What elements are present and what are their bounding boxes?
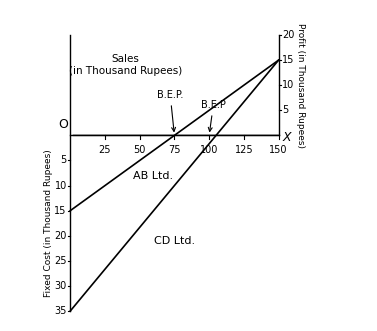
Text: Fixed Cost (in Thousand Rupees): Fixed Cost (in Thousand Rupees) <box>43 149 52 297</box>
Text: 15: 15 <box>54 206 67 216</box>
Text: AB Ltd.: AB Ltd. <box>133 170 173 180</box>
Text: 5: 5 <box>61 156 67 166</box>
Text: Profit (in Thousand Rupees): Profit (in Thousand Rupees) <box>296 23 305 148</box>
Text: 50: 50 <box>133 145 146 156</box>
Text: 100: 100 <box>200 145 218 156</box>
Text: 30: 30 <box>55 281 67 291</box>
Text: 25: 25 <box>99 145 111 156</box>
Text: 15: 15 <box>282 55 294 65</box>
Text: 20: 20 <box>282 30 294 40</box>
Text: 35: 35 <box>54 306 67 316</box>
Text: 20: 20 <box>54 231 67 241</box>
Text: B.E.P: B.E.P <box>201 100 226 131</box>
Text: 5: 5 <box>282 105 288 115</box>
Text: CD Ltd.: CD Ltd. <box>153 236 195 246</box>
Text: O: O <box>58 118 68 131</box>
Text: 150: 150 <box>269 145 288 156</box>
Text: X: X <box>283 131 291 144</box>
Text: 25: 25 <box>54 256 67 266</box>
Text: Sales
(in Thousand Rupees): Sales (in Thousand Rupees) <box>69 54 182 76</box>
Text: 10: 10 <box>55 181 67 191</box>
Text: B.E.P.: B.E.P. <box>157 90 184 131</box>
Text: 10: 10 <box>282 80 294 90</box>
Text: 75: 75 <box>168 145 181 156</box>
Text: 125: 125 <box>234 145 253 156</box>
